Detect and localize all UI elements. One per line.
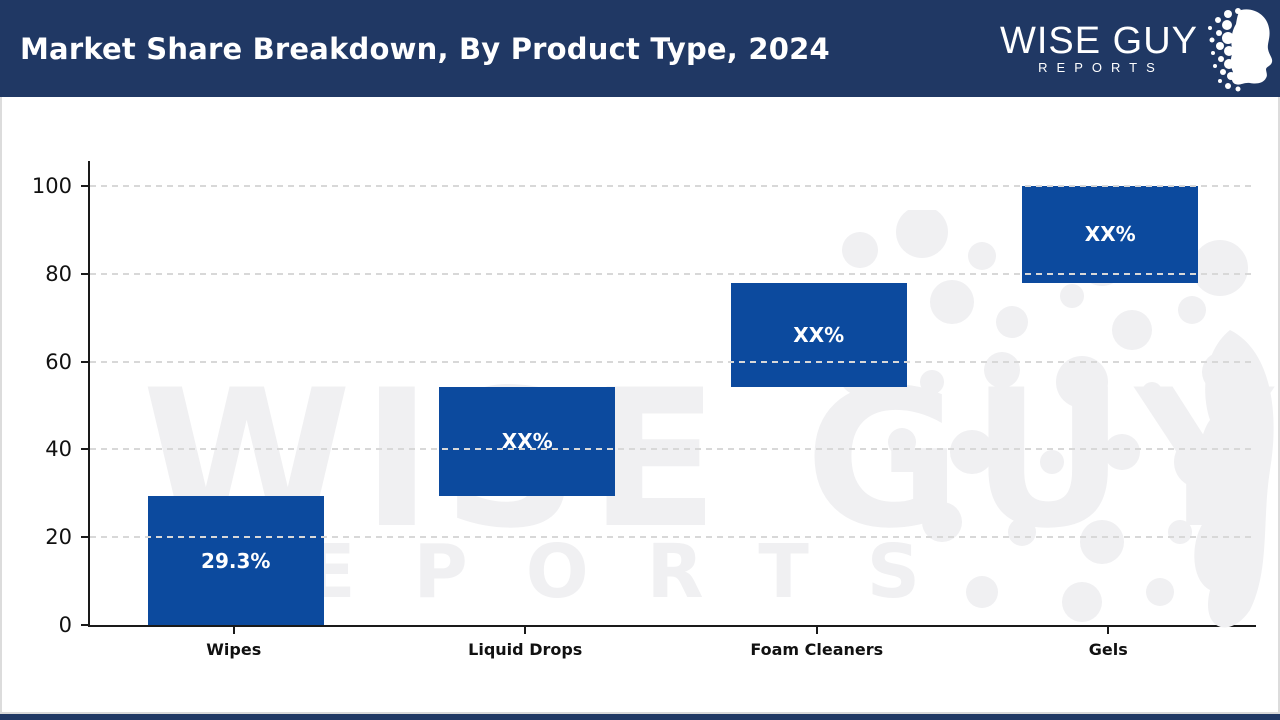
header-bar: Market Share Breakdown, By Product Type,… <box>0 0 1280 97</box>
bar-value-label: XX% <box>793 322 845 347</box>
bar-value-label: 29.3% <box>201 548 271 573</box>
page-title: Market Share Breakdown, By Product Type,… <box>20 31 830 66</box>
gridline <box>90 536 1256 539</box>
y-tick-label: 60 <box>45 349 72 374</box>
bar-labels-layer: 29.3% XX% XX% XX% <box>90 161 1256 625</box>
x-tick-mark <box>1107 627 1110 634</box>
y-tick-label: 0 <box>58 613 72 637</box>
footer-bar <box>0 714 1280 720</box>
x-axis-label: Wipes <box>206 640 262 659</box>
bars-layer <box>90 161 1256 625</box>
gridline <box>90 272 1256 275</box>
y-tick-label: 20 <box>45 525 72 550</box>
brand-logo: WISE GUY REPORTS <box>1000 2 1274 95</box>
x-axis: Wipes Liquid Drops Foam Cleaners Gels <box>88 627 1254 687</box>
x-tick-mark <box>524 627 527 634</box>
gridline <box>90 185 1256 188</box>
bar-foam-cleaners <box>730 282 907 387</box>
x-axis-label: Gels <box>1088 640 1128 659</box>
y-tick-mark <box>81 360 88 363</box>
gridline <box>90 448 1256 451</box>
gridlines-layer <box>90 161 1256 625</box>
bar-value-label: XX% <box>501 429 553 454</box>
y-axis: 0 20 40 60 80 100 <box>0 161 88 637</box>
gridline <box>90 360 1256 363</box>
y-tick-mark <box>81 624 88 626</box>
y-tick-label: 40 <box>45 437 72 462</box>
y-tick-label: 100 <box>31 174 72 199</box>
x-tick-mark <box>815 627 818 634</box>
y-tick-mark <box>81 185 88 188</box>
bar-gels <box>1022 186 1199 283</box>
y-tick-mark <box>81 536 88 539</box>
bar-value-label: XX% <box>1084 222 1136 247</box>
y-tick-mark <box>81 272 88 275</box>
x-axis-label: Foam Cleaners <box>750 640 884 659</box>
y-tick-mark <box>81 448 88 451</box>
logo-subname: REPORTS <box>1038 60 1164 76</box>
bar-liquid-drops <box>439 386 616 497</box>
x-tick-mark <box>232 627 235 634</box>
x-axis-label: Liquid Drops <box>468 640 583 659</box>
logo-name: WISE GUY <box>999 19 1198 62</box>
y-tick-label: 80 <box>45 261 72 286</box>
plot-frame: 29.3% XX% XX% XX% <box>88 161 1256 627</box>
bottom-divider <box>0 712 1280 714</box>
bar-wipes <box>147 496 324 625</box>
logo-face-icon <box>1208 7 1273 91</box>
